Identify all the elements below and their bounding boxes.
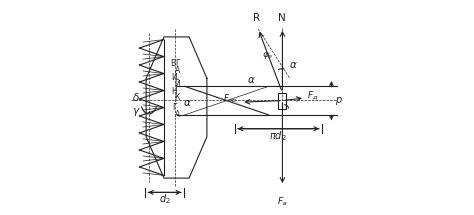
Text: $F_{тр}$: $F_{тр}$ — [223, 92, 237, 106]
Text: К: К — [174, 94, 180, 103]
Text: В: В — [170, 60, 175, 69]
Text: И: И — [171, 73, 177, 82]
Text: $d_2$: $d_2$ — [159, 192, 171, 206]
Text: $F_в$: $F_в$ — [277, 196, 288, 208]
Text: $F_д$: $F_д$ — [308, 89, 319, 102]
Text: $\varphi_e$: $\varphi_e$ — [262, 50, 273, 61]
Text: А: А — [174, 110, 180, 119]
Text: $\gamma$: $\gamma$ — [132, 106, 140, 118]
Text: $\delta$: $\delta$ — [132, 91, 140, 103]
Text: $\alpha$: $\alpha$ — [289, 60, 298, 70]
Text: А: А — [174, 66, 180, 75]
Text: Н: Н — [171, 87, 177, 96]
Text: Г: Г — [175, 60, 180, 69]
Text: $\alpha$: $\alpha$ — [247, 75, 255, 85]
Text: R: R — [253, 13, 260, 23]
Text: N: N — [278, 13, 285, 23]
Text: p: p — [335, 95, 341, 105]
Text: Й: Й — [174, 80, 180, 89]
Bar — [278, 93, 286, 109]
Text: $\alpha$: $\alpha$ — [183, 98, 192, 108]
Text: $\pi d_2$: $\pi d_2$ — [268, 129, 286, 143]
Text: Г: Г — [172, 103, 176, 112]
